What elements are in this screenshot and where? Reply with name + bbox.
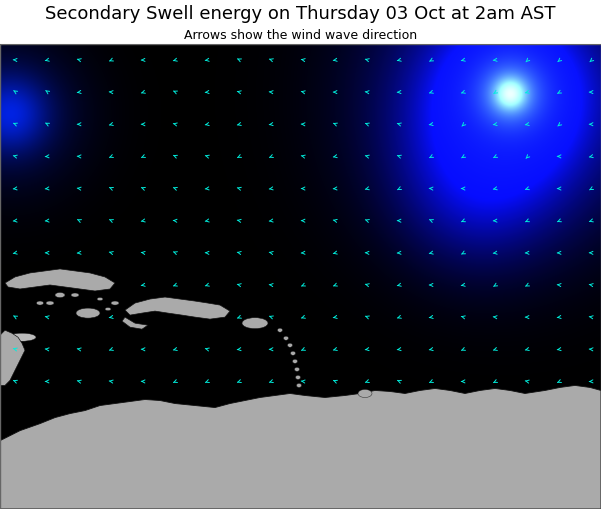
Ellipse shape bbox=[296, 376, 300, 380]
Ellipse shape bbox=[97, 298, 103, 301]
Ellipse shape bbox=[278, 328, 282, 332]
Polygon shape bbox=[122, 318, 148, 329]
Ellipse shape bbox=[294, 367, 299, 372]
Ellipse shape bbox=[71, 294, 79, 297]
Ellipse shape bbox=[242, 318, 268, 329]
Ellipse shape bbox=[76, 308, 100, 319]
Ellipse shape bbox=[287, 344, 293, 348]
Ellipse shape bbox=[358, 390, 372, 398]
Text: Secondary Swell energy on Thursday 03 Oct at 2am AST: Secondary Swell energy on Thursday 03 Oc… bbox=[45, 6, 556, 23]
Ellipse shape bbox=[37, 301, 43, 305]
Polygon shape bbox=[0, 330, 25, 386]
Ellipse shape bbox=[290, 352, 296, 356]
Polygon shape bbox=[0, 386, 601, 509]
Ellipse shape bbox=[293, 360, 297, 363]
Ellipse shape bbox=[8, 333, 36, 342]
Ellipse shape bbox=[55, 293, 65, 298]
Polygon shape bbox=[0, 446, 601, 509]
Ellipse shape bbox=[284, 336, 288, 341]
Ellipse shape bbox=[111, 301, 119, 305]
Polygon shape bbox=[125, 297, 230, 320]
Polygon shape bbox=[5, 269, 115, 292]
Ellipse shape bbox=[105, 308, 111, 311]
Ellipse shape bbox=[46, 301, 54, 305]
Text: Arrows show the wind wave direction: Arrows show the wind wave direction bbox=[184, 30, 417, 42]
Ellipse shape bbox=[296, 384, 302, 388]
